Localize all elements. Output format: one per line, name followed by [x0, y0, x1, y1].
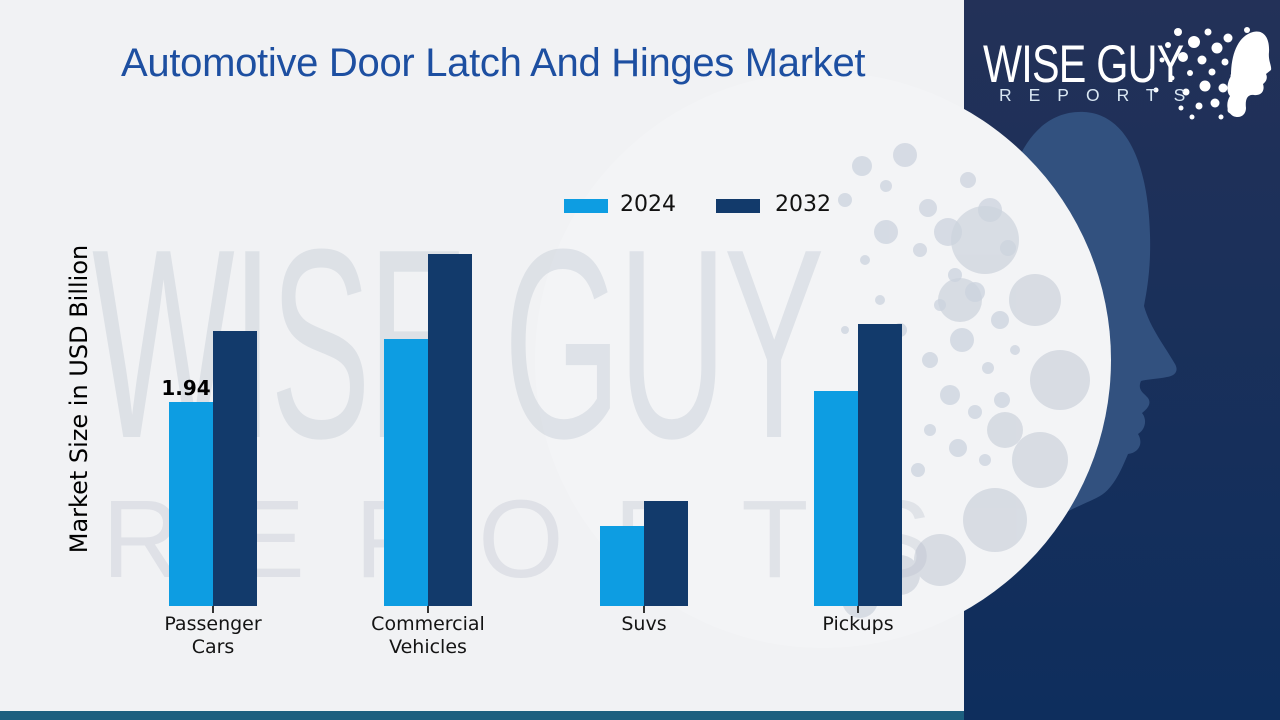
bar-2024-suvs [600, 526, 644, 606]
logo-wordmark: WISE GUY [983, 35, 1184, 94]
category-label-passenger-cars: Passenger Cars [164, 613, 262, 658]
x-axis-tick-commercial-vehicles [427, 606, 429, 613]
category-label-commercial-vehicles: Commercial Vehicles [371, 613, 485, 658]
bubble-pattern [838, 143, 1090, 618]
bar-2032-suvs [644, 501, 688, 606]
y-axis-label: Market Size in USD Billion [65, 244, 93, 554]
x-axis-tick-passenger-cars [212, 606, 214, 613]
legend-label-2032: 2032 [775, 192, 831, 217]
logo-subtitle: REPORTS [999, 85, 1203, 105]
legend-swatch-2024 [564, 199, 608, 213]
legend-swatch-2032 [716, 199, 760, 213]
bar-2032-pickups [858, 324, 902, 606]
legend-label-2024: 2024 [620, 192, 676, 217]
logo-dots-face-icon [1150, 27, 1272, 120]
x-axis-tick-suvs [643, 606, 645, 613]
category-label-pickups: Pickups [822, 613, 894, 635]
bottom-accent-bar [0, 711, 964, 720]
bar-2024-commercial-vehicles [384, 339, 428, 606]
category-label-suvs: Suvs [621, 613, 667, 635]
bar-2032-passenger-cars [213, 331, 257, 606]
bar-2024-passenger-cars [169, 402, 213, 606]
bar-2032-commercial-vehicles [428, 254, 472, 606]
chart-title: Automotive Door Latch And Hinges Market [121, 41, 866, 85]
bar-2024-pickups [814, 391, 858, 606]
bar-value-label: 1.94 [161, 376, 211, 400]
x-axis-tick-pickups [857, 606, 859, 613]
